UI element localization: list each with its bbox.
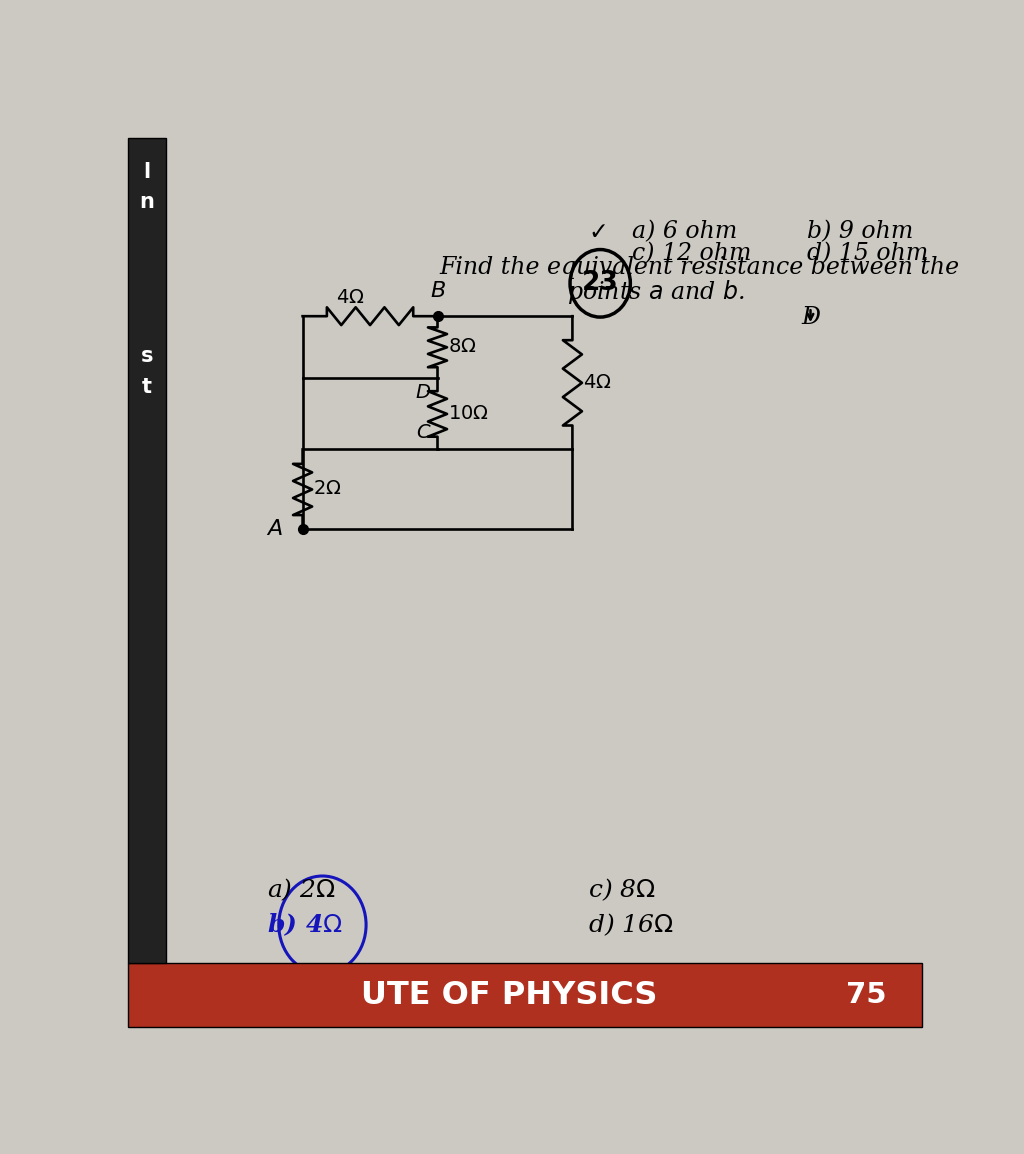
Text: D: D bbox=[801, 307, 820, 330]
Text: s: s bbox=[140, 346, 154, 366]
Text: $4\Omega$: $4\Omega$ bbox=[583, 374, 611, 392]
Text: $8\Omega$: $8\Omega$ bbox=[447, 338, 476, 357]
Text: t: t bbox=[142, 377, 152, 397]
Text: 23: 23 bbox=[582, 270, 618, 297]
Text: UTE OF PHYSICS: UTE OF PHYSICS bbox=[360, 980, 657, 1011]
FancyBboxPatch shape bbox=[128, 964, 922, 1027]
Text: $B$: $B$ bbox=[429, 280, 445, 302]
Text: $A$: $A$ bbox=[266, 518, 283, 540]
Text: a) 2$\Omega$: a) 2$\Omega$ bbox=[267, 876, 336, 902]
Text: $D$: $D$ bbox=[415, 384, 431, 402]
Text: c) 12 ohm: c) 12 ohm bbox=[632, 242, 752, 265]
Text: d) 16$\Omega$: d) 16$\Omega$ bbox=[588, 912, 674, 938]
Text: $C$: $C$ bbox=[416, 425, 431, 442]
Text: l: l bbox=[143, 163, 151, 182]
Text: a) 6 ohm: a) 6 ohm bbox=[632, 220, 737, 243]
Text: c) 8$\Omega$: c) 8$\Omega$ bbox=[588, 876, 656, 902]
Text: d) 15 ohm: d) 15 ohm bbox=[807, 242, 928, 265]
Text: b) 9 ohm: b) 9 ohm bbox=[807, 220, 912, 243]
FancyBboxPatch shape bbox=[128, 138, 166, 964]
Text: $10\Omega$: $10\Omega$ bbox=[447, 405, 488, 422]
Text: ✓: ✓ bbox=[589, 219, 608, 243]
Text: Find the equivalent resistance between the: Find the equivalent resistance between t… bbox=[439, 256, 959, 279]
Text: 75: 75 bbox=[846, 981, 887, 1009]
Text: $4\Omega$: $4\Omega$ bbox=[336, 290, 365, 307]
Text: b) 4$\Omega$: b) 4$\Omega$ bbox=[267, 912, 343, 938]
Text: $2\Omega$: $2\Omega$ bbox=[313, 480, 341, 499]
Text: points $a$ and $b$.: points $a$ and $b$. bbox=[567, 278, 744, 306]
Text: n: n bbox=[139, 193, 155, 212]
